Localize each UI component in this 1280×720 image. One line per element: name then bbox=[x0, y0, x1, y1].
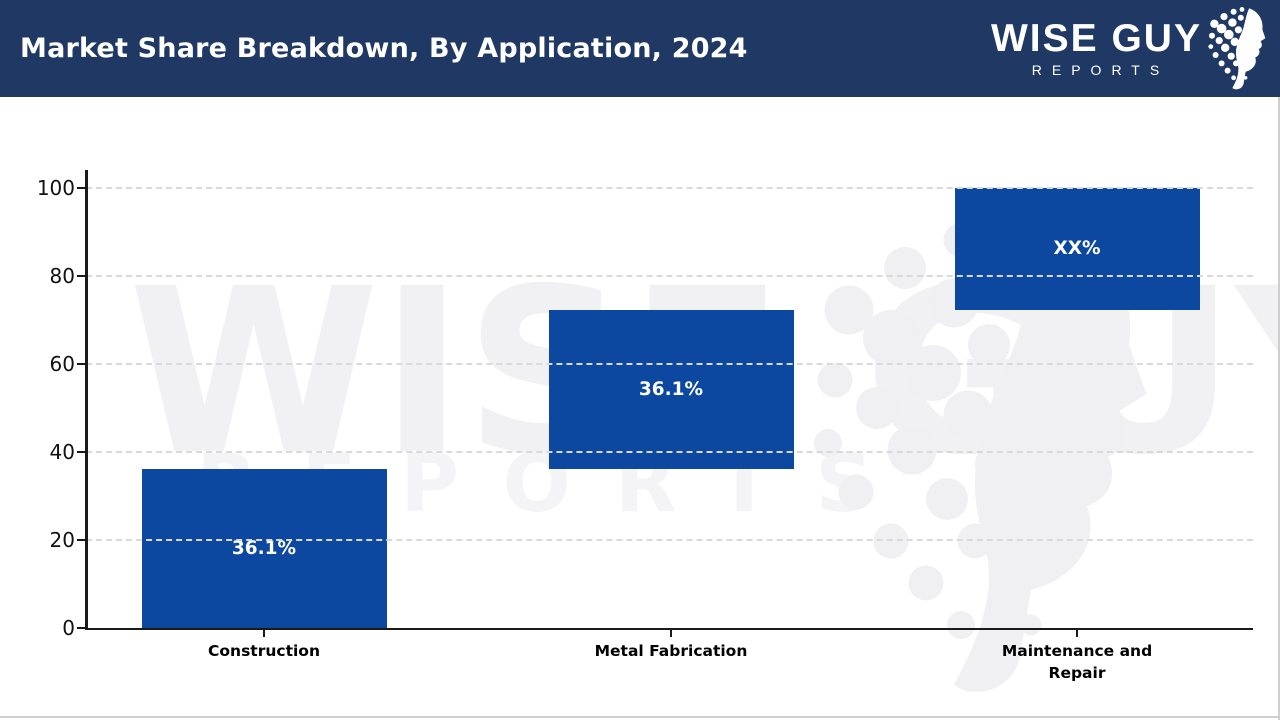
y-tick-mark-80 bbox=[77, 274, 85, 277]
bar-metal-fabrication: 36.1% bbox=[548, 309, 794, 469]
wise-guy-reports-logo: WISE GUY REPORTS bbox=[990, 6, 1280, 91]
y-tick-label-100: 100 bbox=[36, 175, 75, 200]
bar-value-label: XX% bbox=[1053, 238, 1101, 260]
page-border-right bbox=[1278, 97, 1280, 720]
y-tick-mark-20 bbox=[77, 538, 85, 541]
x-tick-mark-2 bbox=[1076, 630, 1078, 637]
y-tick-label-20: 20 bbox=[49, 527, 75, 552]
logo-face-profile-icon bbox=[1208, 6, 1266, 89]
y-tick-mark-40 bbox=[77, 450, 85, 453]
gridline-100 bbox=[86, 186, 1253, 189]
y-tick-label-0: 0 bbox=[62, 616, 75, 640]
y-tick-label-80: 80 bbox=[49, 263, 75, 288]
bar-value-label: 36.1% bbox=[638, 378, 704, 400]
x-tick-label-2: Maintenance and Repair bbox=[1001, 642, 1153, 683]
gridline-40 bbox=[86, 450, 1253, 453]
y-tick-mark-60 bbox=[77, 362, 85, 365]
y-tick-mark-0 bbox=[77, 627, 85, 629]
logo-text: WISE GUY REPORTS bbox=[990, 17, 1202, 78]
bar-construction: 36.1% bbox=[141, 468, 387, 628]
gridline-80 bbox=[86, 274, 1253, 277]
x-tick-mark-0 bbox=[263, 630, 265, 637]
page-border-bottom bbox=[0, 716, 1280, 718]
bar-maintenance-and-repair: XX% bbox=[954, 187, 1200, 310]
y-tick-label-60: 60 bbox=[49, 351, 75, 376]
x-tick-mark-1 bbox=[670, 630, 672, 637]
gridline-60 bbox=[86, 362, 1253, 365]
bar-value-label: 36.1% bbox=[231, 537, 297, 559]
x-tick-label-1: Metal Fabrication bbox=[594, 642, 748, 660]
x-tick-label-0: Construction bbox=[208, 642, 320, 660]
y-axis-spine bbox=[85, 170, 88, 630]
logo-brand-subtext: REPORTS bbox=[1031, 61, 1170, 78]
gridline-20 bbox=[86, 538, 1253, 541]
x-axis-spine bbox=[85, 627, 1253, 630]
header-bar: Market Share Breakdown, By Application, … bbox=[0, 0, 1280, 97]
chart-title: Market Share Breakdown, By Application, … bbox=[20, 33, 748, 64]
y-tick-mark-100 bbox=[77, 186, 85, 189]
logo-brand-text: WISE GUY bbox=[990, 17, 1202, 61]
y-tick-label-40: 40 bbox=[49, 439, 75, 464]
